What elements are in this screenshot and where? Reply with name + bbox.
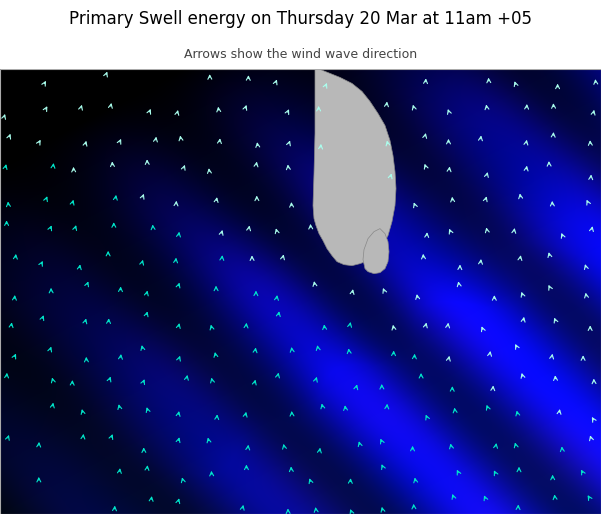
Text: Primary Swell energy on Thursday 20 Mar at 11am +05: Primary Swell energy on Thursday 20 Mar …: [69, 10, 532, 28]
Text: Arrows show the wind wave direction: Arrows show the wind wave direction: [184, 48, 417, 61]
Polygon shape: [363, 229, 389, 273]
Polygon shape: [313, 69, 396, 266]
